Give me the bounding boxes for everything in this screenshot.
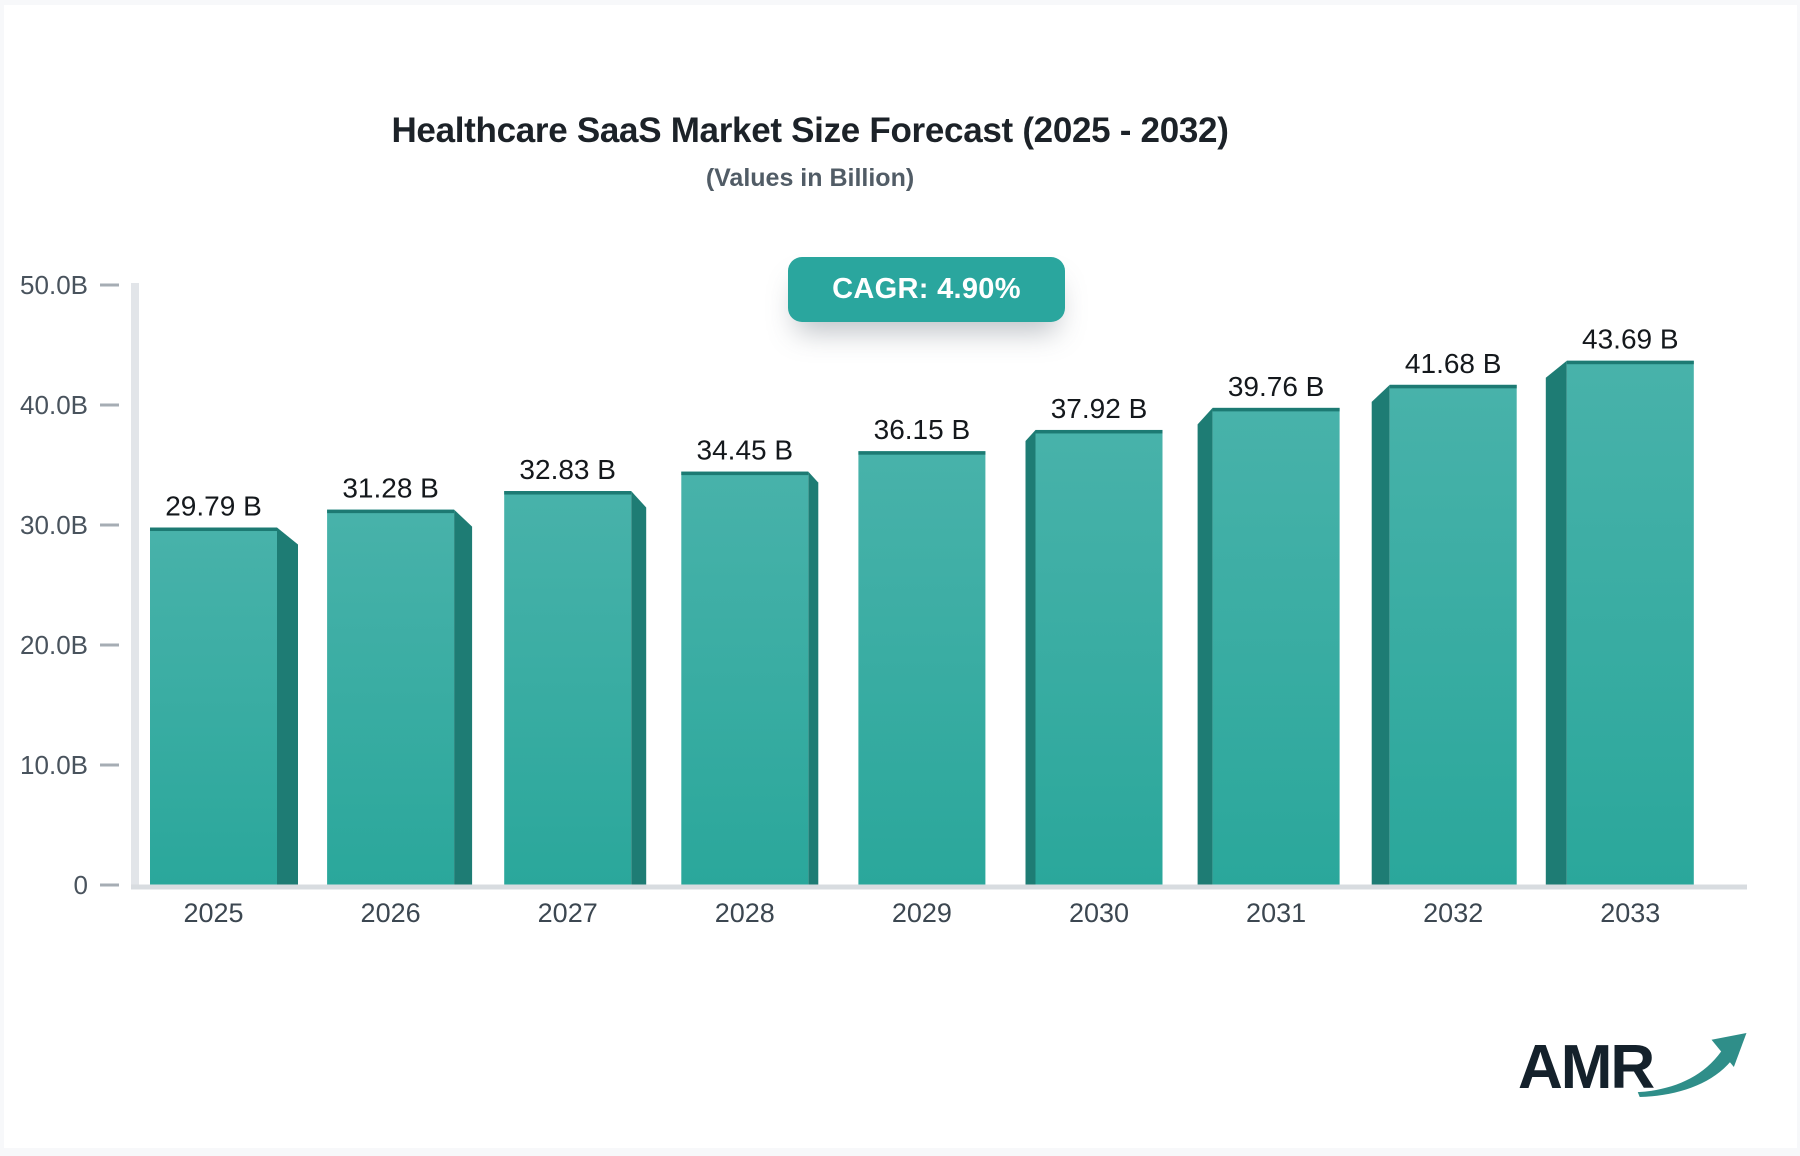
bar-top-edge bbox=[858, 451, 986, 455]
y-tick-mark bbox=[100, 643, 119, 647]
bar-front-face bbox=[681, 471, 809, 888]
bar-side-face bbox=[1371, 384, 1390, 888]
category-label: 2025 bbox=[183, 898, 243, 928]
growth-arrow-icon bbox=[1637, 1032, 1747, 1097]
y-tick-label: 0 bbox=[74, 870, 88, 900]
amr-logo-text: AMR bbox=[1518, 1033, 1655, 1102]
bar-top-edge bbox=[681, 471, 809, 476]
bar-front-face bbox=[1212, 407, 1340, 888]
category-label: 2032 bbox=[1423, 898, 1483, 928]
bar-side-face bbox=[454, 509, 473, 888]
bar-side-face bbox=[1025, 429, 1036, 888]
chart-header: Healthcare SaaS Market Size Forecast (20… bbox=[0, 112, 1620, 192]
bar-2033: 43.69 B 2033 bbox=[1545, 324, 1694, 928]
category-label: 2031 bbox=[1246, 898, 1306, 928]
value-label: 43.69 B bbox=[1582, 324, 1679, 355]
category-label: 2029 bbox=[892, 898, 952, 928]
bar-top-edge bbox=[150, 527, 277, 532]
category-label: 2028 bbox=[715, 898, 775, 928]
bar-front-face bbox=[1035, 429, 1163, 888]
bar-2028: 34.45 B 2028 bbox=[681, 435, 819, 928]
amr-logo: AMR bbox=[1518, 1032, 1755, 1103]
value-label: 36.15 B bbox=[874, 414, 971, 445]
bar-front-face bbox=[327, 509, 455, 888]
bar-2026: 31.28 B 2026 bbox=[327, 473, 473, 928]
y-tick-mark bbox=[100, 763, 119, 767]
y-tick-label: 30.0B bbox=[20, 510, 88, 540]
bar-2029: 36.15 B 2029 bbox=[858, 414, 986, 928]
cagr-badge: CAGR: 4.90% bbox=[788, 257, 1065, 322]
bar-front-face bbox=[150, 527, 277, 888]
category-label: 2026 bbox=[361, 898, 421, 928]
y-tick-label: 50.0B bbox=[20, 270, 88, 300]
bar-2025: 29.79 B 2025 bbox=[150, 491, 298, 928]
bar-2031: 39.76 B 2031 bbox=[1197, 371, 1340, 928]
bar-front-face bbox=[1566, 360, 1694, 889]
bar-2032: 41.68 B 2032 bbox=[1371, 348, 1517, 928]
bar-top-edge bbox=[1389, 384, 1517, 389]
bar-side-face bbox=[631, 491, 647, 888]
category-label: 2030 bbox=[1069, 898, 1129, 928]
bar-side-face bbox=[277, 527, 298, 888]
y-axis-line bbox=[131, 283, 139, 889]
value-label: 34.45 B bbox=[697, 435, 794, 466]
bar-front-face bbox=[858, 451, 986, 888]
y-tick-mark bbox=[100, 283, 119, 287]
chart-subtitle: (Values in Billion) bbox=[705, 164, 915, 192]
bar-front-face bbox=[1389, 384, 1517, 888]
y-tick-mark bbox=[100, 523, 119, 527]
value-label: 41.68 B bbox=[1405, 348, 1502, 379]
chart-title: Healthcare SaaS Market Size Forecast (20… bbox=[391, 111, 1229, 150]
bar-side-face bbox=[1197, 407, 1213, 888]
x-axis-baseline bbox=[131, 884, 1747, 890]
y-tick-label: 40.0B bbox=[20, 390, 88, 420]
y-tick-mark bbox=[100, 403, 119, 407]
value-label: 32.83 B bbox=[519, 454, 616, 485]
category-label: 2027 bbox=[538, 898, 598, 928]
y-tick-label: 20.0B bbox=[20, 630, 88, 660]
bar-top-edge bbox=[1566, 360, 1694, 365]
cagr-badge-label: CAGR: 4.90% bbox=[832, 273, 1021, 305]
bar-side-face bbox=[808, 471, 819, 888]
bar-2030: 37.92 B 2030 bbox=[1025, 393, 1163, 928]
bar-top-edge bbox=[504, 491, 632, 495]
y-tick-label: 10.0B bbox=[20, 750, 88, 780]
bar-2027: 32.83 B 2027 bbox=[504, 454, 647, 928]
value-label: 37.92 B bbox=[1051, 393, 1148, 424]
value-label: 31.28 B bbox=[342, 473, 439, 504]
bar-top-edge bbox=[1212, 407, 1340, 412]
bar-side-face bbox=[1545, 360, 1567, 889]
value-label: 29.79 B bbox=[165, 491, 262, 522]
bar-top-edge bbox=[1035, 429, 1163, 434]
y-tick-mark bbox=[100, 883, 119, 887]
bar-front-face bbox=[504, 491, 632, 888]
bar-top-edge bbox=[327, 509, 455, 514]
category-label: 2033 bbox=[1600, 898, 1660, 928]
value-label: 39.76 B bbox=[1228, 371, 1325, 402]
